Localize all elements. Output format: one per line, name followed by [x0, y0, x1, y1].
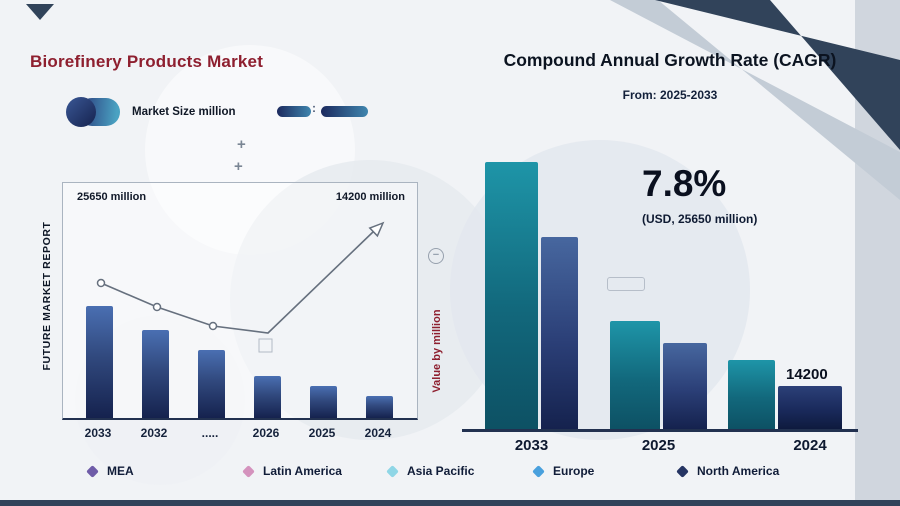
left-bar	[253, 376, 281, 418]
start-value-annotation: 25650 million	[77, 191, 147, 203]
left-bar	[197, 350, 225, 418]
legend-item-north-america: North America	[676, 464, 780, 478]
decor-bottom-strip	[0, 500, 900, 506]
right-chart-title: Compound Annual Growth Rate (CAGR)	[503, 50, 837, 70]
side-axis-label: FUTURE MARKET REPORT	[41, 221, 53, 371]
legend-colon: :	[312, 101, 316, 115]
market-size-label: Market Size million	[132, 106, 236, 118]
legend-diamond	[386, 464, 399, 478]
legend-item-label: Europe	[553, 464, 595, 478]
right-bar	[663, 343, 707, 429]
x-axis-label: .....	[201, 426, 219, 440]
x-axis-label: 2025	[308, 426, 336, 440]
x-axis-label: 2033	[514, 437, 549, 454]
x-axis-label: 2026	[252, 426, 280, 440]
right-bar	[728, 360, 775, 429]
cylinder-icon	[66, 97, 120, 127]
left-chart-title: Biorefinery Products Market	[30, 52, 264, 71]
x-axis-line	[462, 429, 858, 432]
legend-item-latin-america: Latin America	[242, 464, 342, 478]
x-axis-label: 2024	[793, 437, 827, 454]
cylinder-face	[66, 97, 96, 127]
cagr-value: 7.8%	[642, 163, 727, 204]
value-axis-label: Value by million	[431, 309, 443, 393]
legend-item-europe: Europe	[532, 464, 595, 478]
legend-item-mea: MEA	[86, 464, 134, 478]
circled-minus-icon: −	[428, 248, 444, 264]
market-size-chart: 25650 million 14200 million	[62, 182, 418, 420]
value-callout: 14200	[786, 366, 828, 383]
x-axis-label: 2025	[641, 437, 676, 454]
left-bar	[309, 386, 337, 418]
cagr-note: (USD, 25650 million)	[642, 212, 758, 226]
legend-diamond	[86, 464, 99, 478]
legend-item-label: Asia Pacific	[407, 464, 475, 478]
bar-slot	[183, 350, 239, 418]
decor-rect-outline	[607, 277, 645, 291]
bar-slot	[71, 306, 127, 418]
legend-diamond	[676, 464, 689, 478]
legend-item-label: Latin America	[263, 464, 342, 478]
plus-icon: +	[234, 158, 243, 175]
left-bar	[85, 306, 113, 418]
legend-pill-2	[321, 106, 368, 117]
left-bar	[365, 396, 393, 418]
right-bar	[610, 321, 660, 429]
bar-slot	[239, 376, 295, 418]
bar-slot	[127, 330, 183, 418]
legend-item-label: North America	[697, 464, 780, 478]
market-size-legend: Market Size million	[66, 96, 236, 128]
left-bar	[141, 330, 169, 418]
decor-corner-triangle	[26, 4, 54, 20]
right-bar	[541, 237, 578, 429]
right-bar	[778, 386, 842, 429]
legend-item-label: MEA	[107, 464, 134, 478]
x-axis-label: 2032	[140, 426, 168, 440]
decor-dark-band	[655, 0, 900, 150]
legend-pill-1	[277, 106, 311, 117]
right-bar	[485, 162, 538, 429]
left-x-axis: 2033 2032 ..... 2026 2025 2024	[62, 426, 418, 440]
bar-slot	[295, 386, 351, 418]
legend-item-asia-pacific: Asia Pacific	[386, 464, 475, 478]
cagr-period: From: 2025-2033	[622, 88, 718, 102]
legend-diamond	[242, 464, 255, 478]
end-value-annotation: 14200 million	[335, 191, 405, 203]
legend-diamond	[532, 464, 545, 478]
x-axis-label: 2033	[84, 426, 112, 440]
x-axis-label: 2024	[364, 426, 392, 440]
left-bars	[63, 183, 417, 418]
bar-slot	[351, 396, 407, 418]
plus-icon: +	[237, 136, 246, 153]
